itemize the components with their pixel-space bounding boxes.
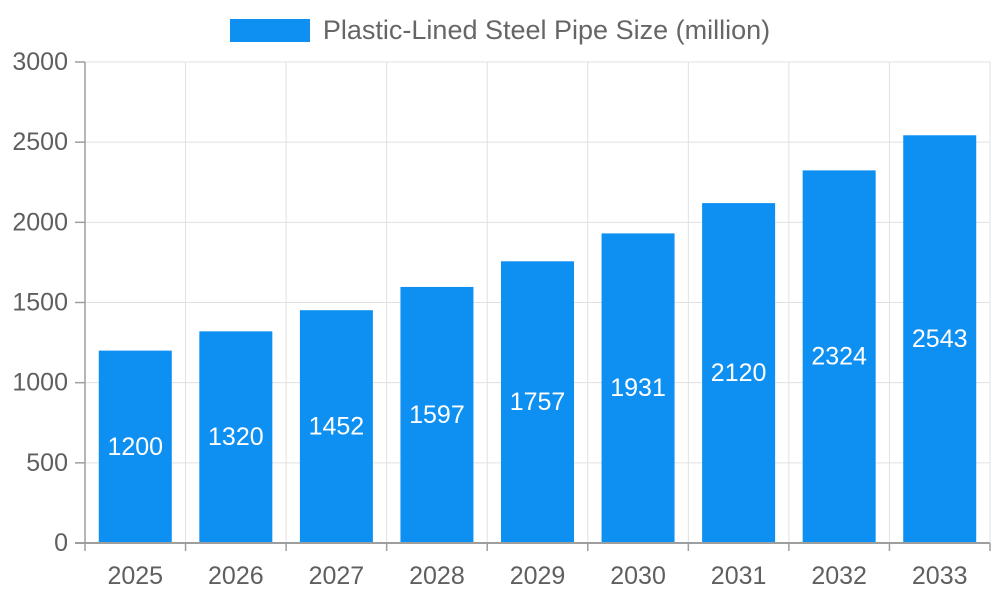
bar-value-label: 2324	[811, 343, 867, 371]
x-tick-label: 2026	[208, 562, 264, 590]
bar-2025[interactable]	[98, 350, 172, 543]
x-tick-label: 2033	[912, 562, 968, 590]
x-tick-label: 2027	[309, 562, 365, 590]
bar-2027[interactable]	[299, 310, 373, 543]
y-tick-label: 3000	[12, 48, 68, 76]
bar-2031[interactable]	[702, 203, 776, 544]
y-tick-label: 1500	[12, 289, 68, 317]
y-tick-label: 1000	[12, 369, 68, 397]
bar-2033[interactable]	[903, 135, 977, 543]
legend-swatch	[229, 19, 310, 42]
bar-2026[interactable]	[199, 331, 273, 543]
bar-value-label: 1931	[610, 374, 666, 402]
x-tick-label: 2031	[711, 562, 767, 590]
bar-value-label: 1200	[107, 433, 163, 461]
bar-2029[interactable]	[501, 261, 574, 543]
x-tick-label: 2029	[510, 562, 566, 590]
bar-value-label: 2120	[711, 359, 767, 387]
bar-2032[interactable]	[802, 170, 876, 544]
y-tick-label: 2500	[12, 128, 68, 156]
legend-label: Plastic-Lined Steel Pipe Size (million)	[322, 15, 771, 45]
y-tick-label: 0	[54, 529, 68, 557]
x-tick-label: 2025	[107, 562, 163, 590]
y-tick-label: 500	[26, 449, 68, 477]
x-tick-label: 2028	[409, 562, 465, 590]
bar-value-label: 1597	[409, 401, 465, 429]
y-tick-label: 2000	[12, 208, 68, 236]
bar-value-label: 1757	[510, 388, 566, 416]
x-tick-label: 2030	[610, 562, 666, 590]
bar-2028[interactable]	[400, 286, 474, 543]
bar-value-label: 2543	[912, 325, 968, 353]
bar-value-label: 1452	[309, 413, 365, 441]
bar-value-label: 1320	[208, 423, 264, 451]
bar-2030[interactable]	[601, 233, 675, 543]
legend-item[interactable]: Plastic-Lined Steel Pipe Size (million)	[0, 17, 1000, 44]
x-tick-label: 2032	[811, 562, 867, 590]
